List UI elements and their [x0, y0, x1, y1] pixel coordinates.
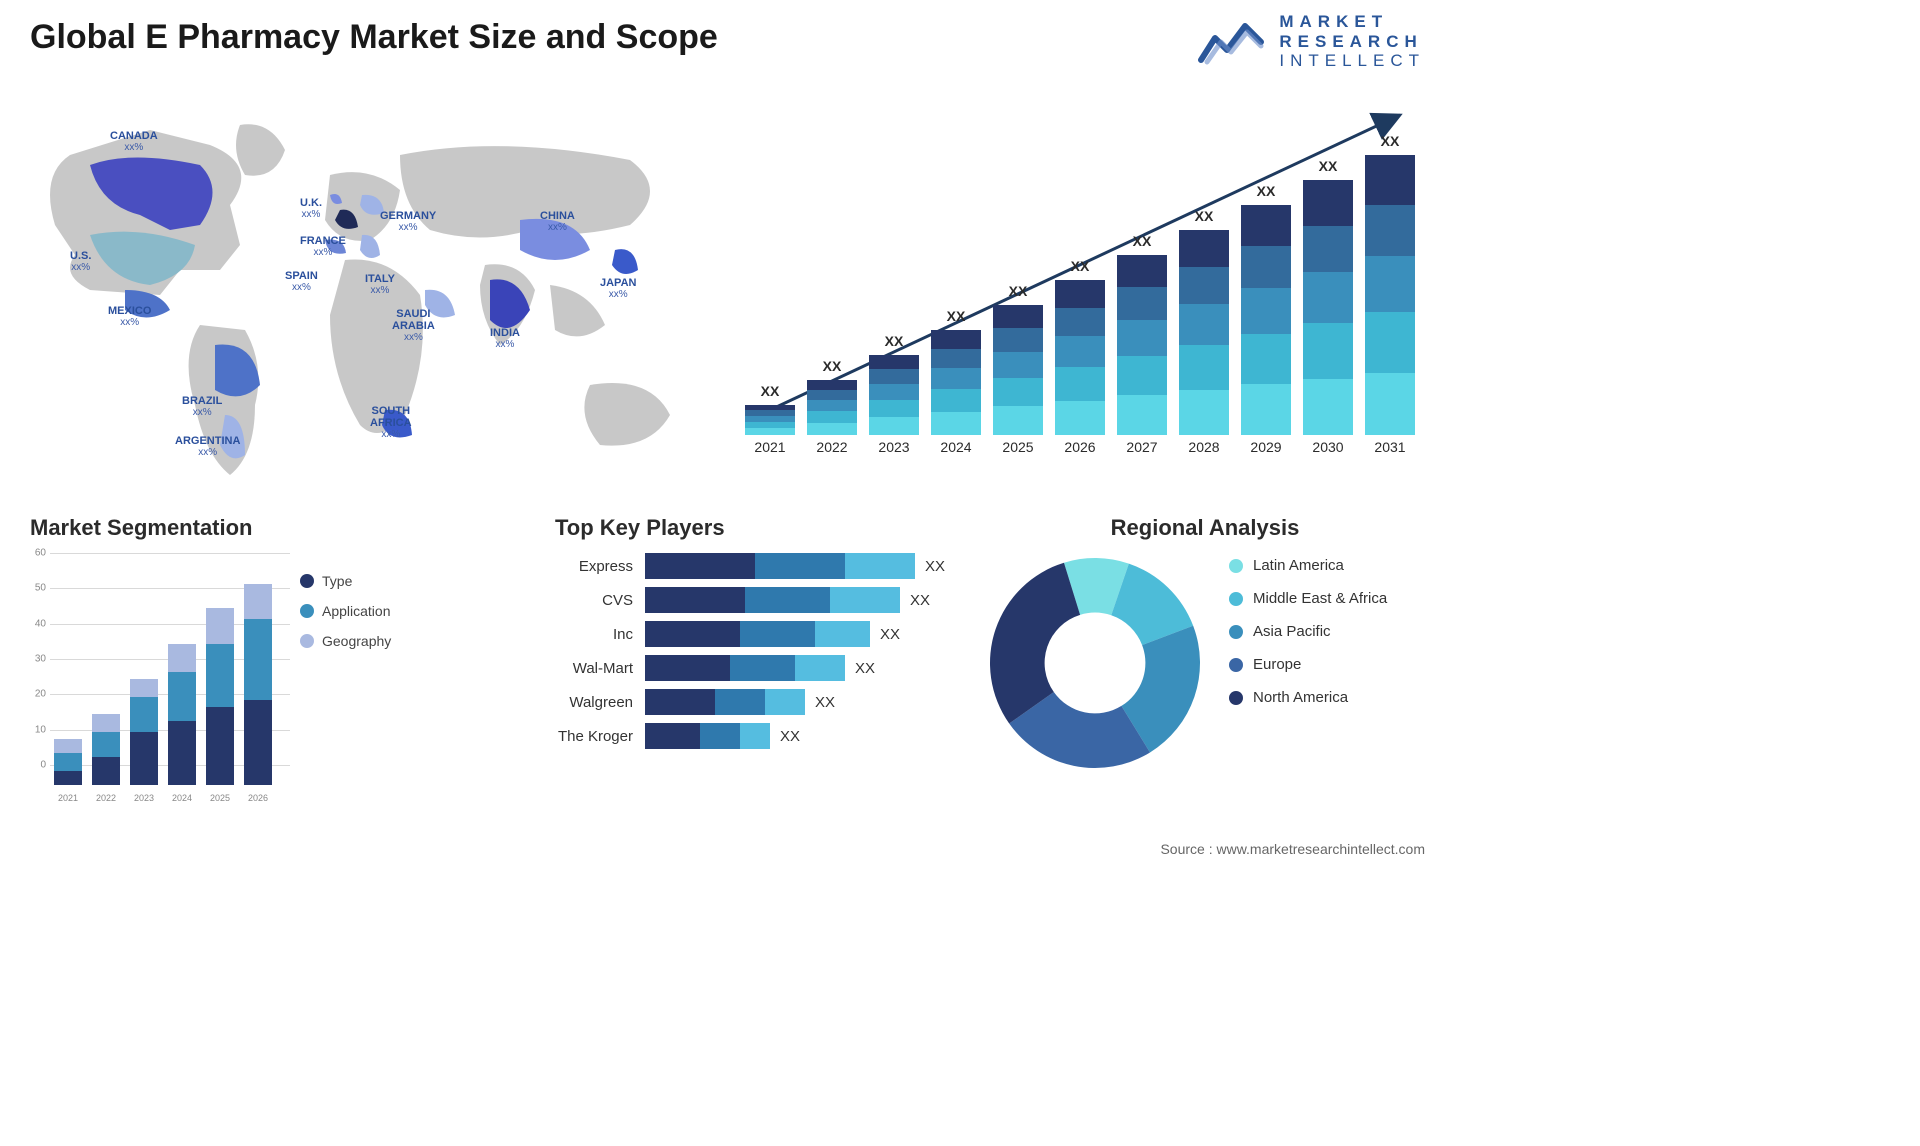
player-row: WalgreenXX	[555, 689, 995, 715]
trend-year-label: 2022	[807, 439, 857, 455]
trend-value-label: XX	[869, 333, 919, 349]
trend-year-label: 2029	[1241, 439, 1291, 455]
legend-item: North America	[1229, 689, 1387, 706]
trend-bar	[869, 355, 919, 435]
trend-year-label: 2021	[745, 439, 795, 455]
trend-bar	[807, 380, 857, 435]
country-label: ITALYxx%	[365, 273, 395, 296]
trend-bar	[1365, 155, 1415, 435]
country-label: U.S.xx%	[70, 250, 91, 273]
trend-bar	[1241, 205, 1291, 435]
regional-section: Regional Analysis Latin America Middle Ea…	[985, 515, 1425, 773]
legend-item: Latin America	[1229, 557, 1387, 574]
trend-value-label: XX	[1117, 233, 1167, 249]
country-label: SOUTHAFRICAxx%	[370, 405, 412, 440]
trend-value-label: XX	[1303, 158, 1353, 174]
legend-item: Middle East & Africa	[1229, 590, 1387, 607]
trend-value-label: XX	[1055, 258, 1105, 274]
trend-year-label: 2027	[1117, 439, 1167, 455]
trend-bar	[745, 405, 795, 435]
trend-year-label: 2025	[993, 439, 1043, 455]
donut-slice	[990, 563, 1080, 724]
trend-bar	[1303, 180, 1353, 435]
trend-year-label: 2028	[1179, 439, 1229, 455]
trend-bar	[1055, 280, 1105, 435]
player-row: IncXX	[555, 621, 995, 647]
logo-text: MARKET RESEARCH INTELLECT	[1279, 12, 1425, 71]
country-label: JAPANxx%	[600, 277, 636, 300]
players-title: Top Key Players	[555, 515, 995, 541]
trend-bar	[1117, 255, 1167, 435]
trend-value-label: XX	[1365, 133, 1415, 149]
country-label: CANADAxx%	[110, 130, 158, 153]
country-label: SAUDIARABIAxx%	[392, 308, 435, 343]
country-label: CHINAxx%	[540, 210, 575, 233]
players-section: Top Key Players ExpressXX CVSXX IncXX Wal-M…	[555, 515, 995, 757]
trend-year-label: 2024	[931, 439, 981, 455]
segmentation-bar	[168, 644, 196, 785]
trend-bar	[993, 305, 1043, 435]
player-row: ExpressXX	[555, 553, 995, 579]
country-label: ARGENTINAxx%	[175, 435, 240, 458]
trend-value-label: XX	[807, 358, 857, 374]
country-label: GERMANYxx%	[380, 210, 436, 233]
trend-year-label: 2026	[1055, 439, 1105, 455]
segmentation-bar	[54, 739, 82, 785]
trend-year-label: 2030	[1303, 439, 1353, 455]
regional-title: Regional Analysis	[985, 515, 1425, 541]
country-label: MEXICOxx%	[108, 305, 151, 328]
regional-donut	[985, 553, 1205, 773]
legend-item: Geography	[300, 633, 391, 649]
trend-year-label: 2031	[1365, 439, 1415, 455]
segmentation-bar	[244, 584, 272, 785]
segmentation-bar	[206, 608, 234, 785]
trend-value-label: XX	[931, 308, 981, 324]
player-row: Wal-MartXX	[555, 655, 995, 681]
regional-legend: Latin America Middle East & Africa Asia Pa…	[1229, 557, 1387, 722]
players-chart: ExpressXX CVSXX IncXX Wal-MartXX WalgreenXX T…	[555, 553, 995, 749]
country-label: BRAZILxx%	[182, 395, 222, 418]
country-label: U.K.xx%	[300, 197, 322, 220]
world-map: CANADAxx% U.S.xx% MEXICOxx% BRAZILxx% ARGENT…	[30, 95, 710, 495]
segmentation-legend: Type Application Geography	[300, 573, 391, 663]
country-label: INDIAxx%	[490, 327, 520, 350]
segmentation-title: Market Segmentation	[30, 515, 400, 541]
segmentation-bar	[130, 679, 158, 785]
country-label: FRANCExx%	[300, 235, 346, 258]
trend-value-label: XX	[1179, 208, 1229, 224]
legend-item: Application	[300, 603, 391, 619]
brand-logo: MARKET RESEARCH INTELLECT	[1197, 12, 1425, 71]
logo-mark-icon	[1197, 16, 1267, 66]
page-title: Global E Pharmacy Market Size and Scope	[30, 18, 718, 57]
trend-chart: XX 2021 XX 2022 XX 2023 XX 2024 XX 2025 XX 2026 XX 20…	[745, 95, 1425, 465]
legend-item: Asia Pacific	[1229, 623, 1387, 640]
player-row: The KrogerXX	[555, 723, 995, 749]
legend-item: Europe	[1229, 656, 1387, 673]
legend-item: Type	[300, 573, 391, 589]
trend-value-label: XX	[993, 283, 1043, 299]
source-attribution: Source : www.marketresearchintellect.com	[1160, 841, 1425, 857]
trend-value-label: XX	[745, 383, 795, 399]
trend-bar	[931, 330, 981, 435]
trend-year-label: 2023	[869, 439, 919, 455]
country-label: SPAINxx%	[285, 270, 318, 293]
segmentation-bar	[92, 714, 120, 785]
trend-value-label: XX	[1241, 183, 1291, 199]
player-row: CVSXX	[555, 587, 995, 613]
segmentation-chart: 0102030405060202120222023202420252026	[30, 553, 290, 803]
trend-bar	[1179, 230, 1229, 435]
segmentation-section: Market Segmentation 01020304050602021202…	[30, 515, 400, 803]
